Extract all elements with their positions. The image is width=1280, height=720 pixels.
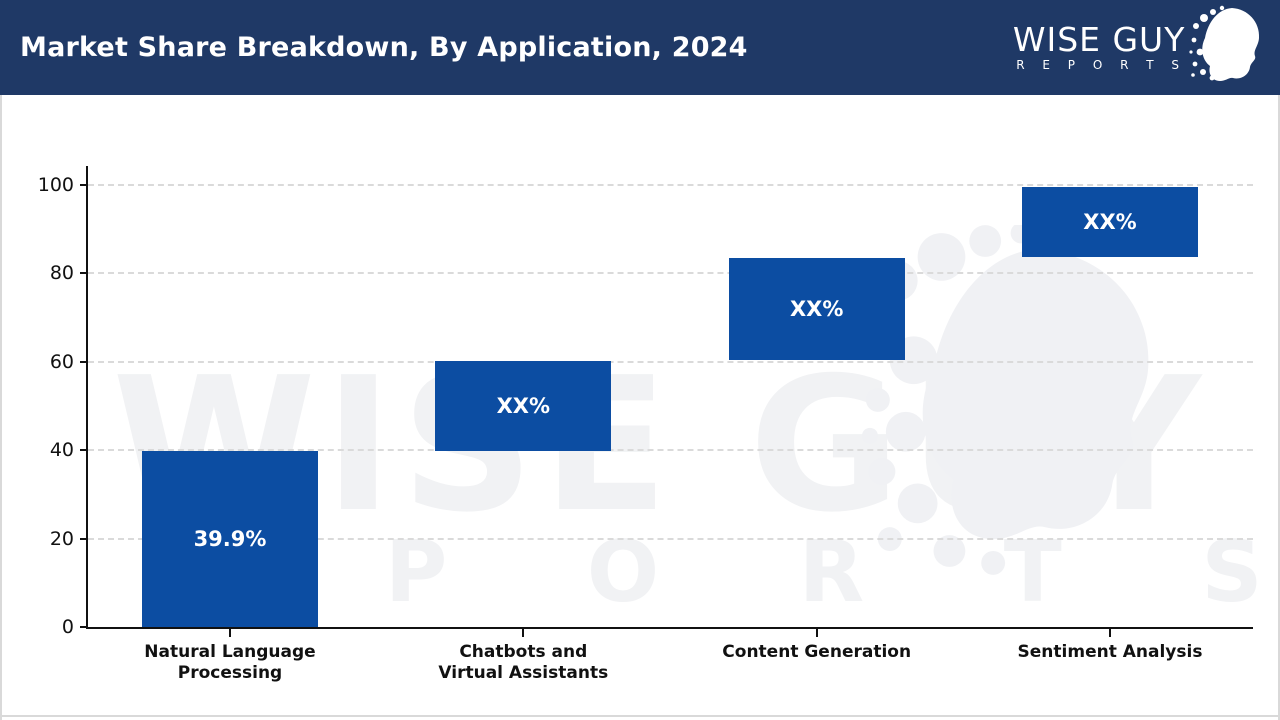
category-label-line: Virtual Assistants (438, 663, 609, 683)
frame-bottom (0, 715, 1280, 717)
frame-right (1278, 95, 1280, 720)
header-bar: Market Share Breakdown, By Application, … (0, 0, 1280, 95)
logo-head-icon (1188, 4, 1266, 92)
bar-value-label: XX% (789, 297, 844, 322)
chart-area: WISE GUY P O R T S 0 20 40 60 80 100 39.9% Natu… (0, 95, 1280, 720)
category-label-line: Chatbots and (459, 642, 588, 662)
y-tick-label: 0 (61, 616, 74, 638)
bar-natural-language-processing (142, 450, 318, 627)
category-label-natural-language-processing: Natural Language Processing (80, 642, 380, 684)
category-label-content-generation: Content Generation (667, 642, 967, 663)
category-label-line: Sentiment Analysis (1017, 642, 1203, 662)
bar-chatbots-and-virtual-assistants (435, 361, 612, 451)
gridline (88, 360, 1253, 363)
x-axis-tick (229, 629, 231, 637)
watermark-subtitle: P O R T S (385, 523, 1280, 622)
gridline (88, 449, 1253, 452)
bar-value-label: XX% (496, 394, 551, 418)
y-tick-label: 80 (49, 262, 74, 285)
y-axis-tick (80, 272, 88, 275)
y-axis-tick (80, 449, 88, 452)
y-axis-tick (80, 626, 88, 628)
bar-content-generation (728, 257, 905, 361)
gridline (88, 272, 1253, 275)
bar-sentiment-analysis (1022, 187, 1198, 258)
x-axis (86, 627, 1253, 629)
page-title: Market Share Breakdown, By Application, … (20, 32, 748, 63)
logo-wordmark: WISE GUY (1012, 20, 1186, 59)
category-label-line: Natural Language (144, 642, 316, 662)
y-axis (86, 166, 88, 629)
y-axis-tick (80, 360, 88, 363)
frame-left (0, 95, 2, 720)
bar-value-label: 39.9% (193, 526, 267, 551)
x-axis-tick (522, 629, 525, 637)
category-label-sentiment-analysis: Sentiment Analysis (960, 642, 1260, 663)
category-label-line: Content Generation (722, 642, 912, 662)
y-tick-label: 40 (49, 439, 74, 462)
gridline (88, 537, 1253, 540)
y-axis-tick (80, 537, 88, 540)
logo-text: WISE GUY R E P O R T S (1012, 20, 1186, 73)
category-label-chatbots-and-virtual-assistants: Chatbots and Virtual Assistants (373, 642, 673, 684)
watermark-head-icon (862, 222, 1172, 579)
x-axis-tick (1109, 629, 1111, 637)
y-tick-label: 20 (49, 527, 74, 550)
y-tick-label: 60 (49, 350, 74, 373)
x-axis-tick (815, 629, 818, 637)
logo-subtitle: R E P O R T S (1016, 58, 1186, 72)
y-tick-label: 100 (37, 174, 74, 196)
y-axis-tick (80, 184, 88, 186)
gridline (88, 184, 1253, 186)
bar-value-label: XX% (1083, 210, 1137, 235)
wise-guy-reports-logo: WISE GUY R E P O R T S (1012, 4, 1266, 92)
category-label-line: Processing (177, 663, 283, 683)
